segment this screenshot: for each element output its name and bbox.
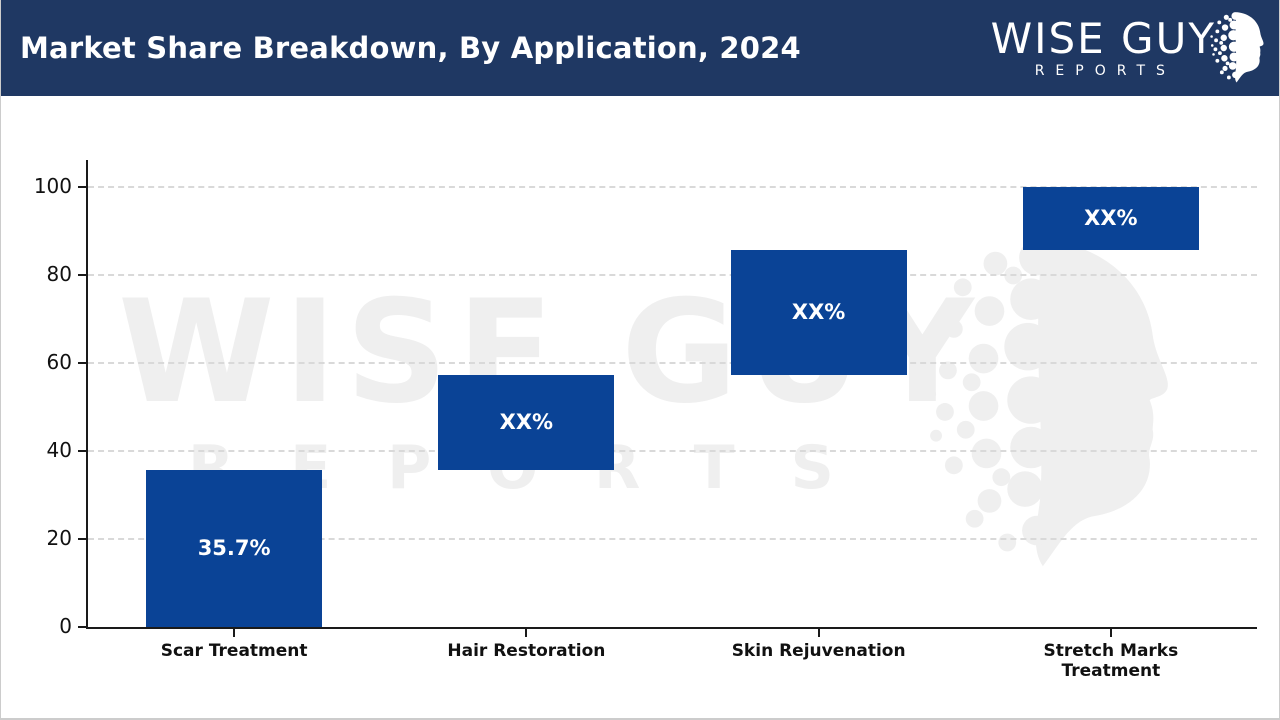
header-bar: Market Share Breakdown, By Application, … xyxy=(0,0,1280,96)
bar-stretch-marks-treatment: XX% xyxy=(1022,187,1199,250)
gridline xyxy=(88,274,1257,276)
bar-value-label: XX% xyxy=(1084,206,1138,231)
x-axis-tick xyxy=(1109,629,1112,637)
gridline xyxy=(88,538,1257,540)
bar-scar-treatment: 35.7% xyxy=(146,469,323,627)
bar-skin-rejuvenation: XX% xyxy=(730,249,907,375)
bar-value-label: XX% xyxy=(499,410,554,435)
y-axis-tick xyxy=(78,186,88,188)
y-axis-tick xyxy=(78,274,88,276)
y-axis-tick xyxy=(78,362,88,364)
y-axis-tick xyxy=(78,538,88,540)
logo-wordmark: WISE GUY REPORTS xyxy=(990,13,1216,79)
gridline xyxy=(88,450,1257,452)
y-axis-tick-label: 60 xyxy=(46,350,72,374)
x-axis-category-label: Stretch Marks Treatment xyxy=(1043,641,1179,682)
y-axis-tick xyxy=(78,450,88,452)
y-axis-tick-label: 0 xyxy=(59,614,72,638)
page-title: Market Share Breakdown, By Application, … xyxy=(20,31,801,65)
y-axis-tick xyxy=(78,626,88,628)
logo-wordmark-main: WISE GUY xyxy=(990,13,1216,63)
x-axis-category-label: Scar Treatment xyxy=(160,641,308,661)
bar-hair-restoration: XX% xyxy=(438,374,615,470)
x-axis-category-label: Hair Restoration xyxy=(447,641,606,661)
y-axis-line xyxy=(86,160,88,629)
wise-guy-reports-logo: WISE GUY REPORTS xyxy=(991,8,1266,88)
x-axis-tick xyxy=(817,629,820,637)
x-axis-tick xyxy=(525,629,528,637)
x-axis-tick xyxy=(233,629,236,637)
y-axis-tick-label: 100 xyxy=(33,174,72,198)
x-axis-category-label: Skin Rejuvenation xyxy=(731,641,906,661)
logo-wordmark-sub: REPORTS xyxy=(1034,62,1176,79)
gridline xyxy=(88,186,1257,188)
y-axis-tick-label: 20 xyxy=(46,526,72,550)
bar-value-label: 35.7% xyxy=(197,536,271,561)
x-axis-line xyxy=(86,627,1257,629)
gridline xyxy=(88,362,1257,364)
y-axis-tick-label: 80 xyxy=(46,262,72,286)
y-axis-tick-label: 40 xyxy=(46,438,72,462)
bar-value-label: XX% xyxy=(791,300,846,325)
